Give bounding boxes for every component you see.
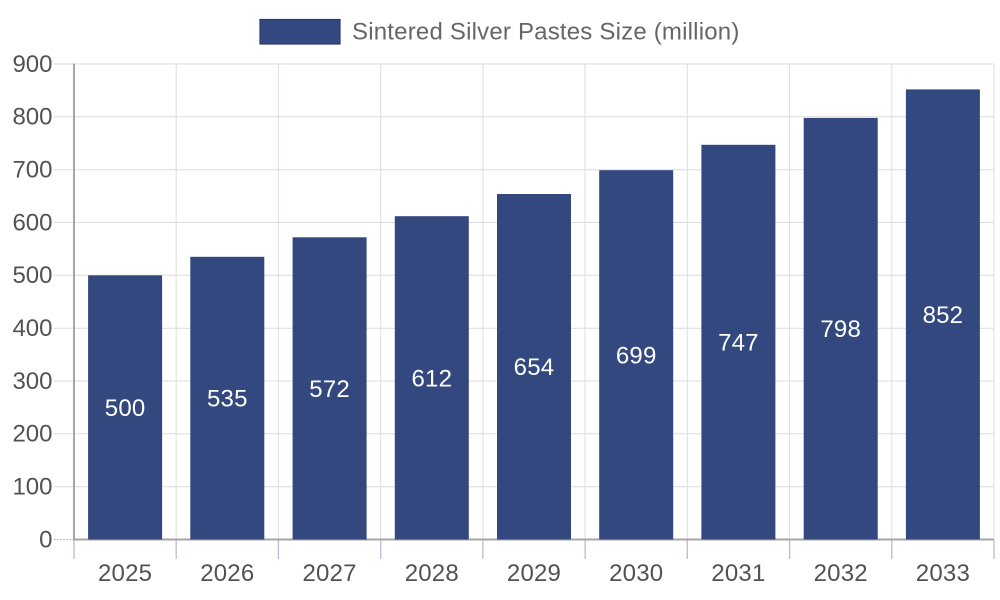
svg-text:612: 612: [411, 365, 452, 392]
svg-text:2026: 2026: [200, 560, 254, 587]
svg-text:798: 798: [820, 316, 861, 343]
svg-text:535: 535: [207, 386, 248, 413]
svg-text:852: 852: [923, 302, 964, 329]
svg-text:200: 200: [12, 421, 52, 448]
svg-text:2025: 2025: [98, 560, 152, 587]
svg-text:2030: 2030: [609, 560, 663, 587]
svg-text:500: 500: [105, 395, 146, 422]
svg-text:800: 800: [12, 104, 52, 131]
svg-text:572: 572: [309, 376, 350, 403]
svg-text:747: 747: [718, 330, 759, 357]
svg-text:2032: 2032: [814, 560, 868, 587]
svg-text:2028: 2028: [405, 560, 459, 587]
svg-text:699: 699: [616, 342, 657, 369]
svg-text:400: 400: [12, 315, 52, 342]
svg-text:600: 600: [12, 209, 52, 236]
svg-text:300: 300: [12, 368, 52, 395]
svg-text:700: 700: [12, 157, 52, 184]
svg-text:654: 654: [514, 354, 555, 381]
svg-text:100: 100: [12, 474, 52, 501]
svg-text:900: 900: [12, 51, 52, 78]
svg-text:2031: 2031: [711, 560, 765, 587]
svg-text:500: 500: [12, 262, 52, 289]
svg-text:2033: 2033: [916, 560, 970, 587]
svg-text:2029: 2029: [507, 560, 561, 587]
svg-text:2027: 2027: [302, 560, 356, 587]
svg-text:0: 0: [39, 526, 52, 553]
svg-text:Sintered Silver Pastes Size (m: Sintered Silver Pastes Size (million): [352, 19, 740, 46]
